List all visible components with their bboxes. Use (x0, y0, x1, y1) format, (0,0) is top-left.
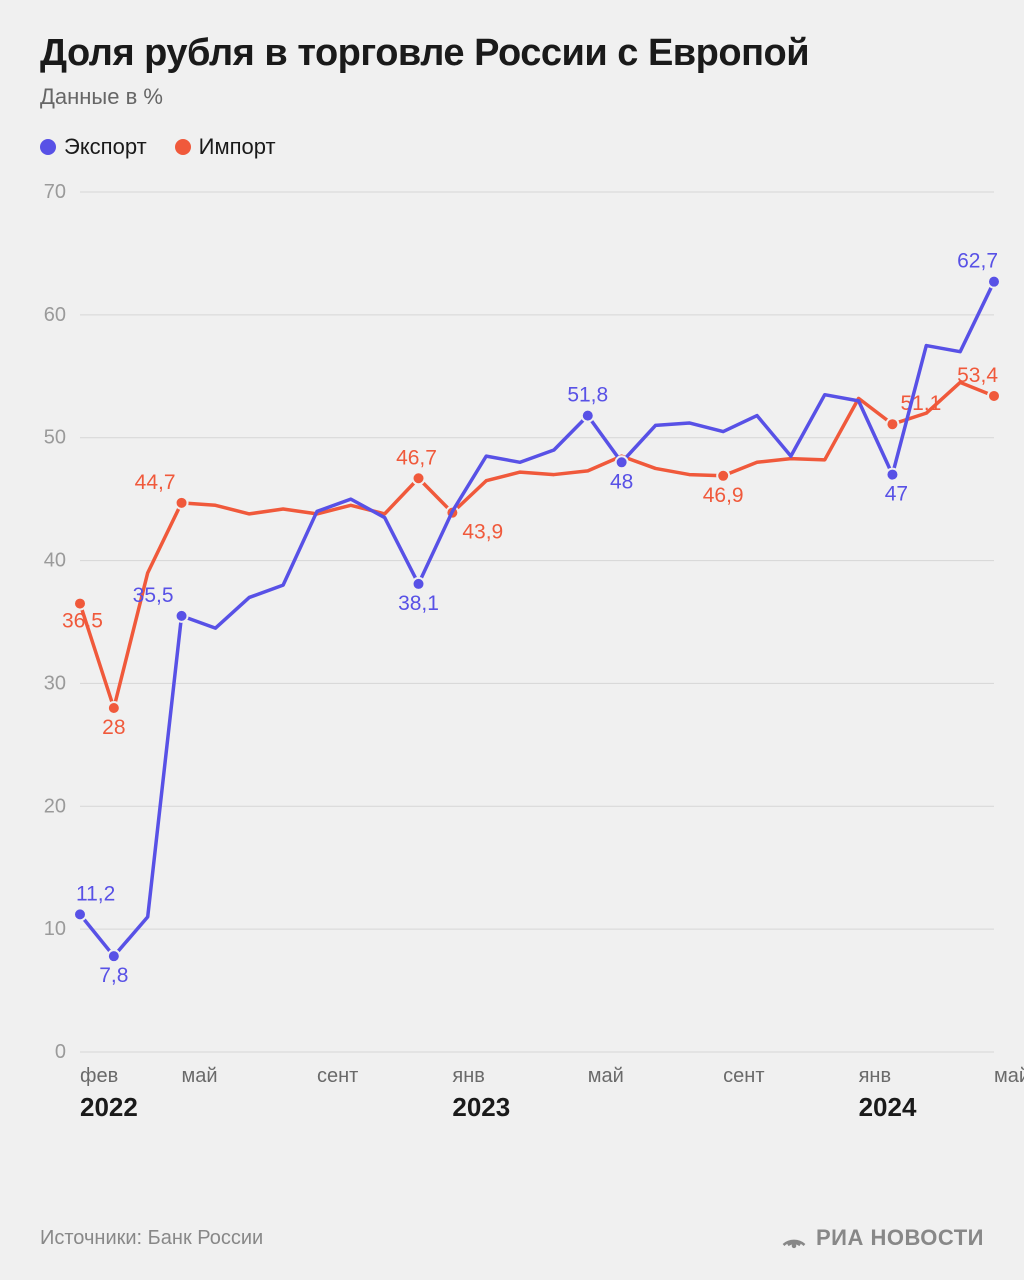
svg-text:фев: фев (80, 1065, 118, 1087)
legend-label-import: Импорт (199, 134, 276, 160)
svg-text:51,8: 51,8 (567, 383, 608, 406)
wifi-arc-icon (780, 1224, 808, 1252)
legend-label-export: Экспорт (64, 134, 147, 160)
svg-text:май: май (588, 1065, 624, 1087)
line-chart: 0 10 20 30 40 50 60 70 фев 2022 май сент янв 2023 май с… (0, 172, 1024, 1172)
svg-text:44,7: 44,7 (135, 471, 176, 494)
legend-dot-export (40, 139, 56, 155)
svg-text:янв: янв (452, 1065, 485, 1087)
svg-text:62,7: 62,7 (957, 249, 998, 272)
svg-text:2024: 2024 (859, 1092, 917, 1122)
svg-text:50: 50 (44, 426, 66, 448)
svg-text:май: май (182, 1065, 218, 1087)
publisher-logo: РИА НОВОСТИ (780, 1224, 984, 1252)
svg-text:май: май (994, 1065, 1024, 1087)
chart-subtitle: Данные в % (40, 84, 984, 110)
svg-text:сент: сент (723, 1065, 764, 1087)
svg-text:7,8: 7,8 (99, 964, 128, 987)
chart-area: 0 10 20 30 40 50 60 70 фев 2022 май сент янв 2023 май с… (0, 172, 1024, 1172)
svg-text:11,2: 11,2 (76, 882, 115, 905)
svg-text:10: 10 (44, 918, 66, 940)
svg-text:сент: сент (317, 1065, 358, 1087)
logo-text: РИА НОВОСТИ (816, 1225, 984, 1251)
svg-text:53,4: 53,4 (957, 364, 998, 387)
svg-text:28: 28 (102, 716, 125, 739)
svg-text:46,7: 46,7 (396, 446, 437, 469)
svg-text:2023: 2023 (452, 1092, 510, 1122)
svg-text:янв: янв (859, 1065, 892, 1087)
svg-text:30: 30 (44, 672, 66, 694)
legend-dot-import (175, 139, 191, 155)
footer: Источники: Банк России РИА НОВОСТИ (40, 1224, 984, 1252)
header: Доля рубля в торговле России с Европой Д… (0, 0, 1024, 160)
svg-text:36,5: 36,5 (62, 609, 103, 632)
legend-item-import: Импорт (175, 134, 276, 160)
svg-text:2022: 2022 (80, 1092, 138, 1122)
svg-text:48: 48 (610, 470, 633, 493)
svg-text:51,1: 51,1 (900, 392, 941, 415)
svg-text:60: 60 (44, 304, 66, 326)
svg-text:43,9: 43,9 (462, 520, 503, 543)
chart-title: Доля рубля в торговле России с Европой (40, 32, 984, 76)
svg-text:38,1: 38,1 (398, 592, 439, 615)
svg-text:47: 47 (885, 482, 908, 505)
source-label: Источники: Банк России (40, 1227, 263, 1250)
svg-text:20: 20 (44, 795, 66, 817)
legend: Экспорт Импорт (40, 134, 984, 160)
legend-item-export: Экспорт (40, 134, 147, 160)
svg-text:0: 0 (55, 1041, 66, 1063)
svg-text:35,5: 35,5 (133, 584, 174, 607)
svg-text:40: 40 (44, 549, 66, 571)
svg-text:46,9: 46,9 (703, 483, 744, 506)
svg-text:70: 70 (44, 181, 66, 203)
